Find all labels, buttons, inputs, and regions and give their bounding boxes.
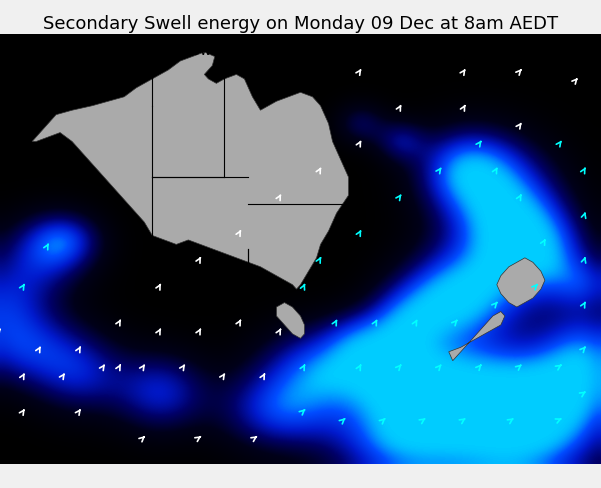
Polygon shape [32, 52, 349, 289]
Polygon shape [497, 258, 545, 307]
Text: Arrows show the wind wave direction: Arrows show the wind wave direction [171, 44, 430, 58]
Polygon shape [449, 311, 505, 361]
Polygon shape [276, 303, 305, 338]
Text: Secondary Swell energy on Monday 09 Dec at 8am AEDT: Secondary Swell energy on Monday 09 Dec … [43, 15, 558, 33]
